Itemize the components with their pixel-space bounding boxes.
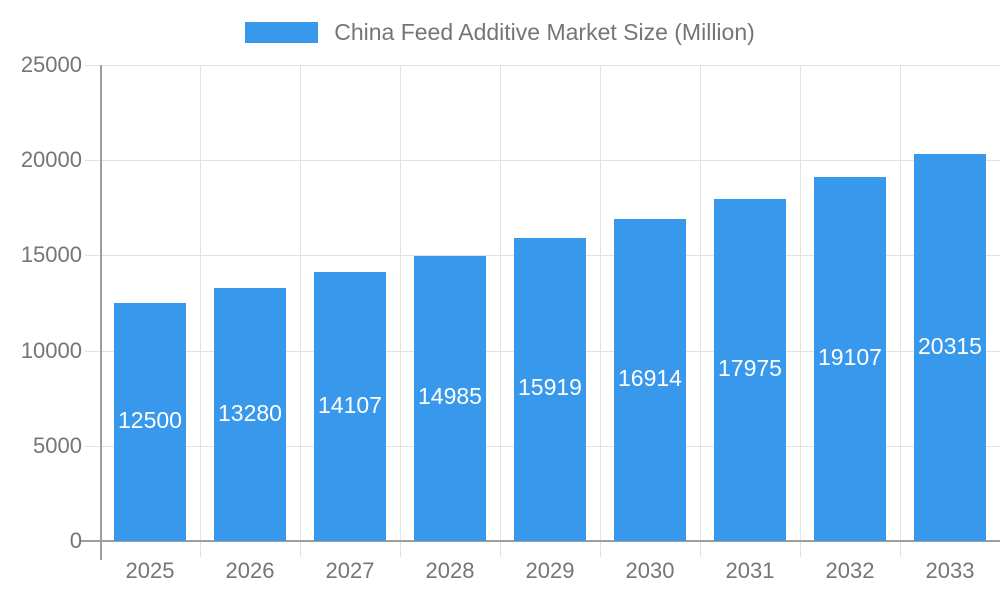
- bar-value-label: 17975: [718, 355, 782, 381]
- bar-value-label: 20315: [918, 333, 982, 359]
- x-tick-label: 2025: [125, 558, 175, 583]
- bar-value-label: 16914: [618, 365, 682, 391]
- grid-line-vertical: [500, 65, 501, 557]
- x-tick-label: 2033: [925, 558, 975, 583]
- y-tick-label: 5000: [33, 433, 82, 458]
- grid-line-vertical: [400, 65, 401, 557]
- bar-value-label: 19107: [818, 344, 882, 370]
- bar-value-label: 14107: [318, 392, 382, 418]
- grid-line-vertical: [700, 65, 701, 557]
- y-tick-label: 20000: [20, 147, 82, 172]
- bar: [714, 199, 786, 541]
- bar: [214, 288, 286, 541]
- grid-line-horizontal: [85, 160, 1000, 161]
- y-tick-label: 25000: [20, 52, 82, 77]
- bar: [614, 219, 686, 541]
- y-tick-label: 15000: [20, 242, 82, 267]
- y-axis-line: [100, 65, 102, 560]
- legend-label: China Feed Additive Market Size (Million…: [334, 18, 755, 45]
- x-tick-label: 2026: [225, 558, 275, 583]
- x-tick-label: 2029: [525, 558, 575, 583]
- bar: [514, 238, 586, 541]
- bar: [314, 272, 386, 541]
- grid-line-vertical: [300, 65, 301, 557]
- grid-line-vertical: [200, 65, 201, 557]
- x-tick-label: 2027: [325, 558, 375, 583]
- bar-value-label: 12500: [118, 407, 182, 433]
- legend-swatch-icon: [245, 21, 319, 43]
- grid-line-horizontal: [85, 65, 1000, 66]
- bar-value-label: 13280: [218, 400, 282, 426]
- x-tick-label: 2031: [725, 558, 775, 583]
- bar: [414, 256, 486, 541]
- x-axis-line: [80, 540, 1000, 542]
- bar: [814, 177, 886, 541]
- chart-legend[interactable]: China Feed Additive Market Size (Million…: [0, 18, 1000, 46]
- x-tick-label: 2030: [625, 558, 675, 583]
- x-tick-label: 2032: [825, 558, 875, 583]
- bar-value-label: 15919: [518, 374, 582, 400]
- grid-line-vertical: [600, 65, 601, 557]
- grid-line-vertical: [800, 65, 801, 557]
- y-tick-label: 10000: [20, 338, 82, 363]
- bar: [914, 154, 986, 541]
- bar-value-label: 14985: [418, 383, 482, 409]
- bar: [114, 303, 186, 541]
- x-tick-label: 2028: [425, 558, 475, 583]
- y-tick-label: 0: [69, 528, 82, 553]
- grid-line-vertical: [900, 65, 901, 557]
